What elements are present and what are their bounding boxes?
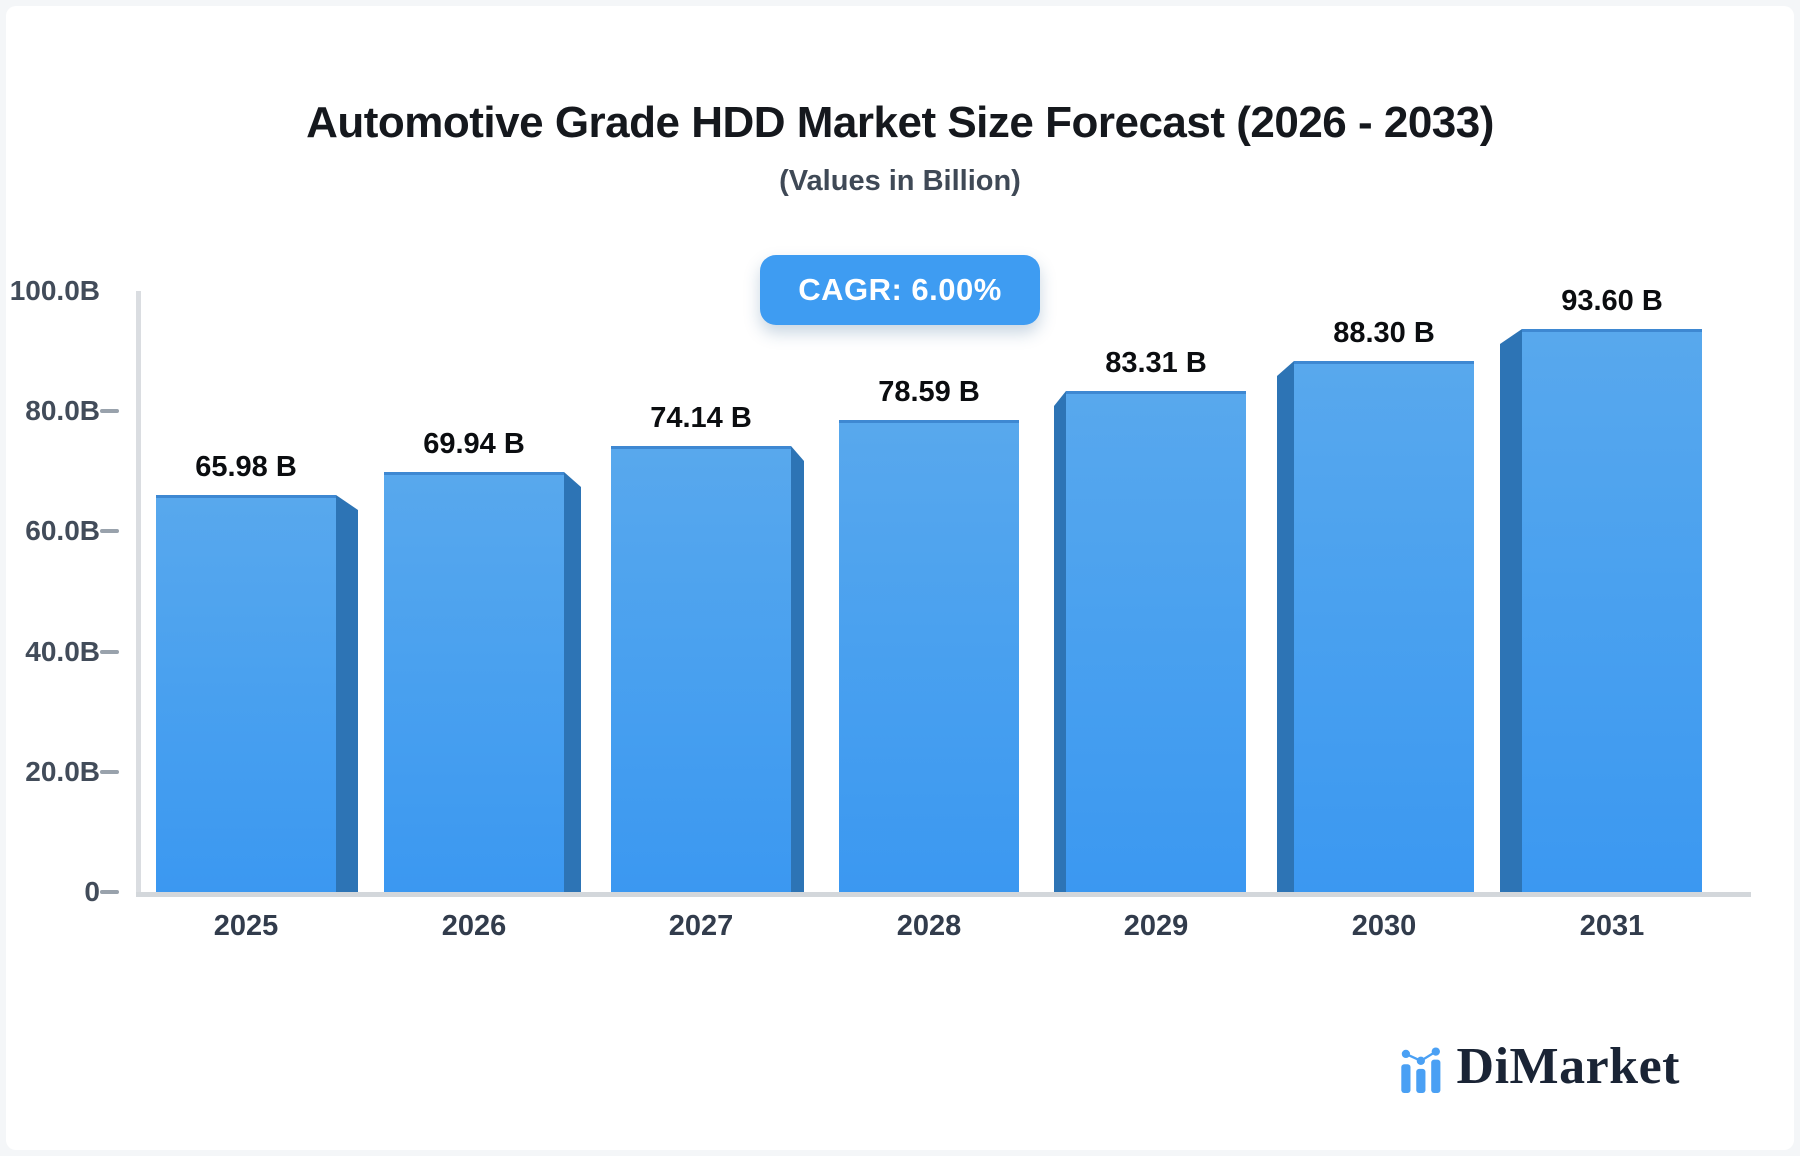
bar-2030[interactable] [1294,361,1474,892]
y-axis: 100.0B 80.0B 60.0B 40.0B 20.0B 0 [6,275,130,907]
x-tick-label-2028: 2028 [896,910,962,942]
logo-text: DiMarket [1456,1038,1680,1095]
y-tick-label-20.0B: 20.0B [25,755,100,787]
cagr-badge-row: CAGR: 6.00% [6,255,1794,325]
chart-header: Automotive Grade HDD Market Size Forecas… [66,98,1734,198]
x-tick-label-2030: 2030 [1351,910,1417,942]
bar-2028[interactable] [839,420,1019,892]
y-tick-label-0: 0 [84,876,100,907]
bar-side-3d-2026 [564,472,581,892]
plot-area: 65.98 B 2025 69.94 B 2026 74.14 B 2027 78.59 B… [130,285,1751,942]
y-tick-dash [100,769,119,774]
x-tick-label-2031: 2031 [1579,910,1645,942]
bar-side-3d-2031 [1500,329,1522,892]
bar-value-label-2029: 83.31 B [1105,347,1207,379]
y-tick-dash [100,890,119,894]
bar-value-label-2026: 69.94 B [423,428,525,460]
bar-2027[interactable] [611,446,791,892]
chart-subtitle: (Values in Billion) [779,164,1021,197]
y-tick-label-100.0B: 100.0B [9,275,100,306]
y-axis-line [136,291,141,897]
bar-side-3d-2027 [791,446,804,892]
x-tick-label-2029: 2029 [1123,910,1189,942]
bar-value-label-2030: 88.30 B [1333,317,1435,349]
y-tick-dash [100,409,119,414]
bar-value-label-2025: 65.98 B [195,451,297,483]
bar-2026[interactable] [384,472,564,892]
bar-side-3d-2029 [1054,391,1066,892]
cagr-badge: CAGR: 6.00% [760,255,1040,325]
bar-side-3d-2030 [1277,361,1294,892]
bar-2031[interactable] [1522,329,1702,892]
x-tick-label-2027: 2027 [668,910,734,942]
bar-2029[interactable] [1066,391,1246,892]
chart-card: Automotive Grade HDD Market Size Forecas… [6,6,1794,1150]
bar-side-3d-2025 [336,495,358,892]
bar-line-chart-icon [1400,1046,1440,1093]
x-tick-label-2025: 2025 [213,910,279,942]
x-tick-label-2026: 2026 [441,910,507,942]
y-tick-label-80.0B: 80.0B [25,395,100,427]
y-tick-label-40.0B: 40.0B [25,635,100,667]
y-tick-dash [100,649,119,654]
bar-value-label-2028: 78.59 B [878,376,980,408]
bar-value-label-2031: 93.60 B [1561,285,1663,317]
chart-title: Automotive Grade HDD Market Size Forecas… [306,98,1494,147]
bar-2025[interactable] [156,495,336,892]
y-tick-label-60.0B: 60.0B [25,515,100,547]
x-axis-baseline [136,892,1751,897]
bar-value-label-2027: 74.14 B [650,402,752,434]
dimarket-logo: DiMarket [1399,1037,1680,1096]
y-tick-dash [100,529,119,534]
